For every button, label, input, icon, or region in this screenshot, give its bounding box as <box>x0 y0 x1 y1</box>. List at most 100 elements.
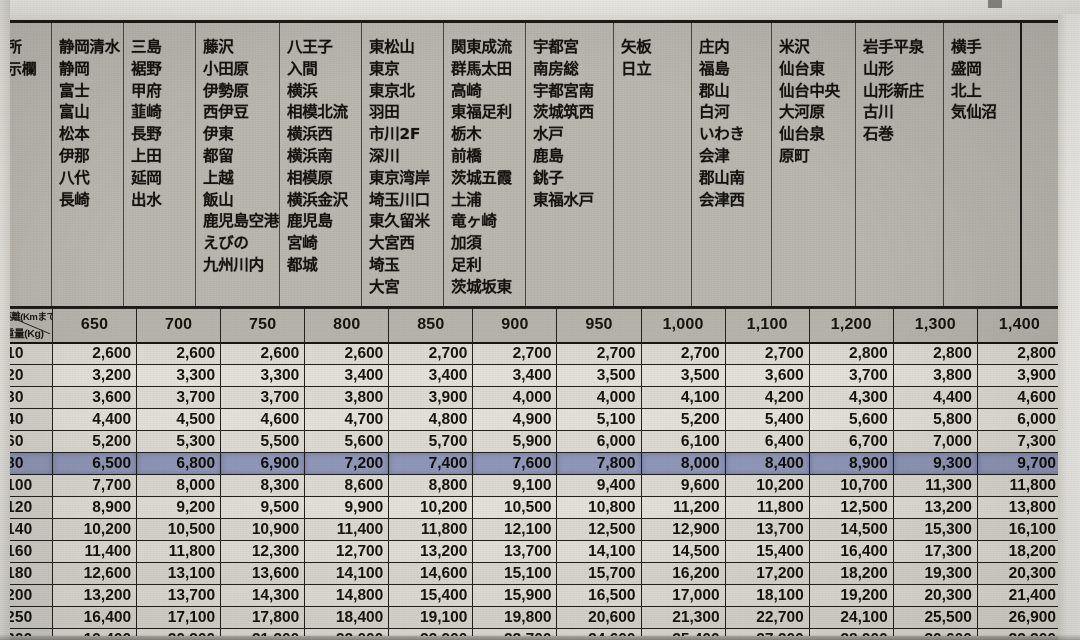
region-city-label: 入間 <box>287 59 318 78</box>
region-city-label: 上越 <box>203 168 234 187</box>
distance-header-1100: 1,100 <box>724 308 810 344</box>
rate-cell: 4,900 <box>472 408 558 431</box>
rate-cell: 17,200 <box>724 562 810 585</box>
rate-cell: 13,800 <box>976 496 1063 519</box>
rate-cell: 8,900 <box>51 496 138 519</box>
rate-cell: 5,800 <box>892 408 978 431</box>
rate-cell: 3,600 <box>724 364 810 387</box>
rate-cell: 6,700 <box>808 430 894 453</box>
weight-row-label: 60 <box>0 430 53 453</box>
rate-row: 120 8,900 9,200 9,500 9,900 10,200 10,500 10,80… <box>0 496 1063 519</box>
region-city-label: 郡山南 <box>699 168 745 187</box>
rate-cell: 16,500 <box>556 584 642 607</box>
rate-cell: 7,400 <box>388 452 474 475</box>
rate-cell: 14,600 <box>388 562 474 585</box>
region-city-label: 九州川内 <box>203 255 264 274</box>
rate-cell: 18,100 <box>724 584 810 607</box>
region-city-label: 東京湾岸 <box>369 168 430 187</box>
region-city-label: 藤沢 <box>203 38 234 56</box>
rate-row: 180 12,600 13,100 13,600 14,100 14,600 15,100 1… <box>0 562 1063 585</box>
rate-cell: 4,100 <box>640 386 726 409</box>
region-city-label: 茨城筑西 <box>533 103 594 122</box>
weight-row-label: 100 <box>0 474 53 497</box>
rate-table-body: 10 2,600 2,600 2,600 2,600 2,700 2,700 2,700 2,7… <box>0 342 1063 640</box>
weight-row-label: 250 <box>0 606 53 629</box>
region-city-label: 裾野 <box>131 59 162 78</box>
rate-cell: 2,800 <box>976 342 1063 365</box>
paper-right-edge <box>1058 14 1080 640</box>
region-column-1000: 矢板 日立 <box>614 23 692 306</box>
region-city-label: 東京 <box>369 59 400 78</box>
rate-cell: 9,900 <box>304 496 390 519</box>
region-city-label: 鹿児島 <box>287 212 333 231</box>
region-city-label: 富士 <box>59 81 90 100</box>
rate-cell: 10,900 <box>220 518 306 541</box>
region-column-700: 三島 裾野 甲府 韮崎 長野 上田 延岡 出水 <box>124 23 196 306</box>
region-city-label: 土浦 <box>451 190 482 209</box>
rate-cell: 9,700 <box>976 452 1063 475</box>
rate-cell: 6,000 <box>976 408 1063 431</box>
rate-cell: 20,600 <box>556 606 642 629</box>
region-city-label: 延岡 <box>131 168 162 187</box>
region-city-label: 鹿島 <box>533 146 564 165</box>
rate-cell: 19,100 <box>388 606 474 629</box>
region-city-label: 古川 <box>863 103 894 122</box>
region-city-label: 北上 <box>951 81 982 100</box>
region-city-label: 出水 <box>131 190 162 209</box>
rate-cell: 5,300 <box>136 430 222 453</box>
rate-cell: 14,300 <box>220 584 306 607</box>
region-city-label: 横浜南 <box>287 146 333 165</box>
rate-cell: 8,000 <box>136 474 222 497</box>
rate-cell: 13,200 <box>51 584 138 607</box>
rate-row: 140 10,200 10,500 10,900 11,400 11,800 12,100 1… <box>0 518 1063 541</box>
region-column-650: 静岡清水 静岡 富士 富山 松本 伊那 八代 長崎 <box>52 23 124 306</box>
rate-cell: 17,800 <box>220 606 306 629</box>
rate-cell: 12,600 <box>51 562 138 585</box>
distance-header-750: 750 <box>220 308 306 344</box>
rate-cell: 3,500 <box>556 364 642 387</box>
rate-cell: 7,600 <box>472 452 558 475</box>
region-city-label: 岩手平泉 <box>863 38 924 56</box>
rate-cell: 2,600 <box>51 342 138 365</box>
weight-axis-label: 重量(Kg) <box>4 327 44 340</box>
rate-cell: 4,200 <box>724 386 810 409</box>
rate-row: 160 11,400 11,800 12,300 12,700 13,200 13,700 1… <box>0 540 1063 563</box>
rate-cell: 2,800 <box>808 342 894 365</box>
region-city-label: 東久留米 <box>369 212 430 231</box>
rate-cell: 17,100 <box>136 606 222 629</box>
rate-cell: 2,700 <box>724 342 810 365</box>
rate-cell: 4,700 <box>304 408 390 431</box>
rate-cell: 3,500 <box>640 364 726 387</box>
rate-cell: 10,800 <box>556 496 642 519</box>
region-city-label: 相模北流 <box>287 103 348 122</box>
rate-table: 距離(Kmまで) 重量(Kg) 6507007508008509009501,0… <box>0 308 1063 640</box>
weight-row-label: 160 <box>0 540 53 563</box>
rate-cell: 3,700 <box>136 386 222 409</box>
rate-cell: 4,000 <box>472 386 558 409</box>
rate-cell: 2,700 <box>640 342 726 365</box>
rate-cell: 6,800 <box>136 452 222 475</box>
rate-cell: 11,800 <box>724 496 810 519</box>
region-city-label: 日立 <box>621 59 652 78</box>
region-city-label: 大河原 <box>779 103 825 122</box>
rate-cell: 13,600 <box>220 562 306 585</box>
rate-cell: 4,500 <box>136 408 222 431</box>
region-city-label: 八王子 <box>287 38 333 56</box>
rate-cell: 12,500 <box>808 496 894 519</box>
rate-cell: 6,400 <box>724 430 810 453</box>
distance-header-800: 800 <box>304 308 390 344</box>
rate-cell: 17,300 <box>892 540 978 563</box>
rate-row: 200 13,200 13,700 14,300 14,800 15,400 15,900 1… <box>0 584 1063 607</box>
region-city-label: 大宮西 <box>369 234 415 253</box>
region-city-label: 都城 <box>287 255 318 274</box>
rate-cell: 7,000 <box>892 430 978 453</box>
rate-cell: 10,200 <box>388 496 474 519</box>
rate-cell: 8,900 <box>808 452 894 475</box>
region-city-label: 会津西 <box>699 190 745 209</box>
rate-cell: 3,400 <box>304 364 390 387</box>
region-city-label: 所 <box>7 38 22 56</box>
region-column-1400: 横手 盛岡 北上 気仙沼 <box>944 23 1022 306</box>
distance-header-950: 950 <box>556 308 642 344</box>
region-column-1100: 庄内 福島 郡山 白河 いわき 会津 郡山南 会津西 <box>692 23 772 306</box>
rate-cell: 10,500 <box>136 518 222 541</box>
